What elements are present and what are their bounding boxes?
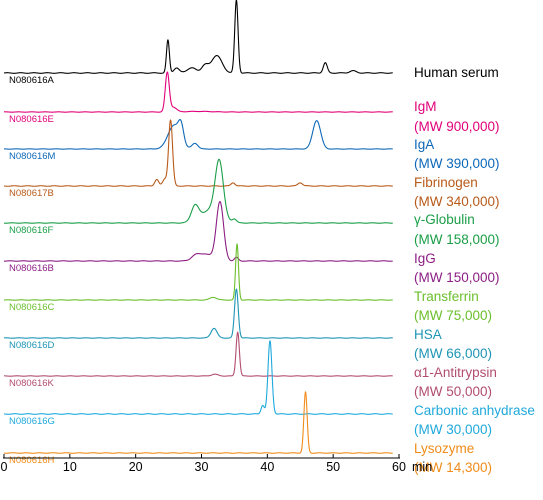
sample-id-label: N080616H	[9, 455, 55, 466]
sample-id-label: N080616M	[9, 151, 56, 162]
sample-id-label: N080616A	[9, 75, 55, 86]
series-name-label: Human serum	[414, 65, 499, 80]
series-name-label: Carbonic anhydrase	[414, 403, 535, 418]
x-tick-label: 0	[1, 460, 8, 474]
series-name-label: IgG	[414, 251, 436, 266]
series-name-label: IgA	[414, 137, 434, 152]
x-tick-label: 10	[63, 460, 77, 474]
series-name-label: Transferrin	[414, 289, 479, 304]
x-axis-unit-label: min	[412, 460, 432, 474]
x-tick-label: 50	[326, 460, 340, 474]
x-tick-label: 30	[195, 460, 209, 474]
series-name-label: Fibrinogen	[414, 175, 478, 190]
x-tick-label: 60	[392, 460, 406, 474]
series-mw-label: (MW 66,000)	[414, 346, 492, 361]
series-mw-label: (MW 75,000)	[414, 308, 492, 323]
sample-id-label: N080617B	[9, 188, 54, 199]
sample-id-label: N080616F	[9, 225, 54, 236]
series-mw-label: (MW 14,300)	[414, 460, 492, 475]
series-name-label: α1-Antitrypsin	[414, 365, 497, 380]
trace-labels: N080616A Human serum N080616E IgM (MW 900,00…	[9, 65, 535, 475]
trace-N080617B	[3, 119, 393, 187]
sample-id-label: N080616G	[9, 416, 55, 427]
trace-N080616E	[3, 71, 393, 113]
sample-id-label: N080616E	[9, 114, 54, 125]
trace-N080616H	[3, 391, 393, 454]
series-name-label: γ-Globulin	[414, 212, 475, 227]
x-tick-label: 20	[129, 460, 143, 474]
sample-id-label: N080616K	[9, 378, 55, 389]
trace-N080616K	[3, 331, 393, 377]
sample-id-label: N080616C	[9, 302, 55, 313]
sample-id-label: N080616B	[9, 263, 54, 274]
series-mw-label: (MW 340,000)	[414, 194, 500, 209]
series-mw-label: (MW 50,000)	[414, 384, 492, 399]
series-name-label: IgM	[414, 99, 437, 114]
trace-N080616G	[3, 340, 393, 415]
series-mw-label: (MW 158,000)	[414, 232, 500, 247]
series-mw-label: (MW 390,000)	[414, 156, 500, 171]
series-mw-label: (MW 900,000)	[414, 119, 500, 134]
sample-id-label: N080616D	[9, 340, 55, 351]
series-mw-label: (MW 30,000)	[414, 422, 492, 437]
trace-N080616A	[3, 0, 393, 74]
series-mw-label: (MW 150,000)	[414, 270, 500, 285]
trace-N080616C	[3, 243, 393, 301]
chromatogram-traces	[3, 0, 393, 454]
trace-N080616B	[3, 200, 393, 262]
trace-N080616D	[3, 288, 393, 339]
trace-N080616F	[3, 158, 393, 224]
series-name-label: HSA	[414, 327, 442, 342]
series-name-label: Lysozyme	[414, 441, 474, 456]
x-axis-ticks: 0 10 20 30 40 50 60	[1, 454, 406, 474]
trace-N080616M	[3, 119, 393, 150]
x-tick-label: 40	[260, 460, 274, 474]
